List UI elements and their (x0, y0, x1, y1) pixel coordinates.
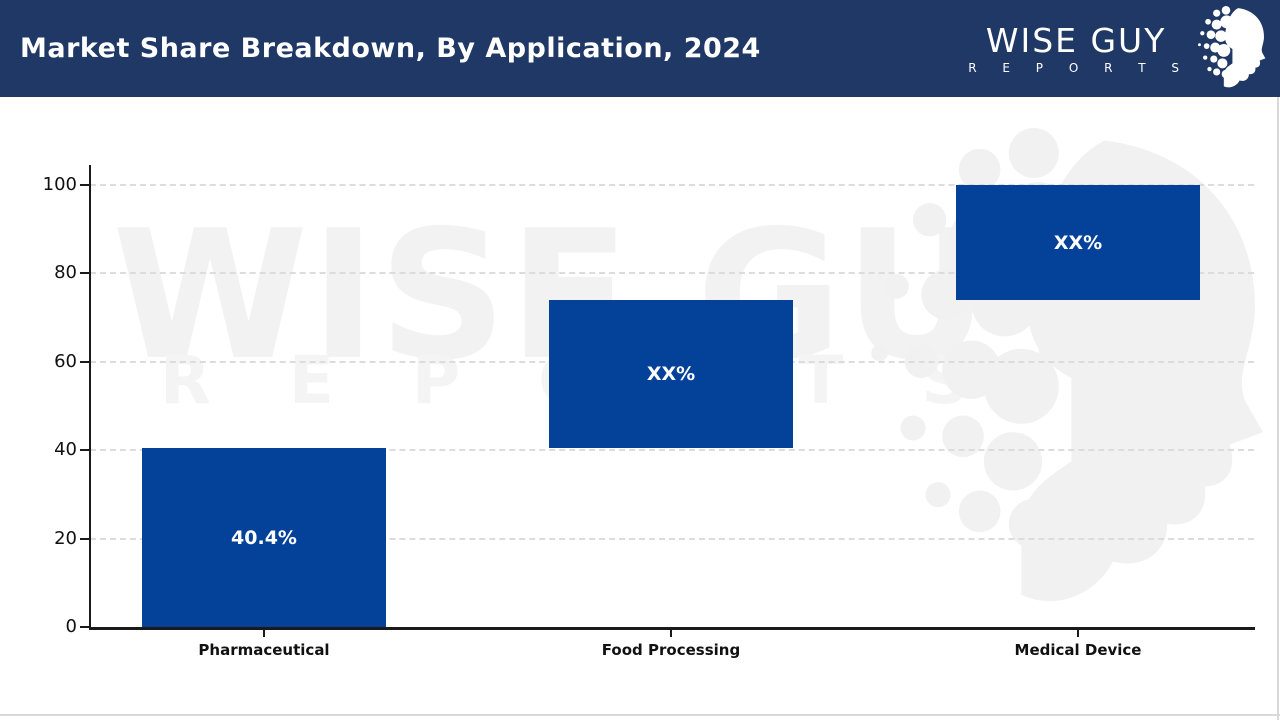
bar-food-processing: XX% (549, 300, 793, 449)
y-axis-spine (89, 165, 91, 629)
page-title: Market Share Breakdown, By Application, … (20, 33, 761, 64)
y-tick-60 (80, 360, 89, 363)
y-tick-label-60: 60 (54, 350, 77, 372)
brand-name: WISE GUY (985, 20, 1167, 60)
y-tick-100 (80, 184, 89, 186)
image-bottom-border (0, 714, 1280, 716)
x-category-label-3: Medical Device (1014, 641, 1142, 659)
gridline-20 (90, 537, 1254, 540)
y-tick-label-0: 0 (65, 616, 77, 637)
y-tick-80 (80, 272, 89, 275)
header-band: Market Share Breakdown, By Application, … (0, 0, 1280, 97)
gridline-100 (90, 184, 1254, 186)
x-category-label-2: Food Processing (601, 641, 741, 659)
gridline-80 (90, 272, 1254, 275)
gridline-40 (90, 449, 1254, 452)
x-tick-2 (670, 629, 672, 637)
dotted-head-icon (1198, 6, 1266, 88)
bar-pharmaceutical: 40.4% (142, 448, 386, 627)
x-category-label-1: Pharmaceutical (198, 641, 330, 659)
brand-logo-text: WISE GUY R E P O R T S (962, 24, 1190, 75)
y-tick-40 (80, 449, 89, 452)
y-tick-0 (80, 626, 89, 628)
bar-medical-device: XX% (956, 185, 1200, 301)
y-tick-label-20: 20 (54, 527, 77, 549)
y-tick-label-40: 40 (54, 439, 77, 461)
brand-logo: WISE GUY R E P O R T S (962, 4, 1270, 94)
image-right-border (1277, 97, 1279, 720)
x-axis-spine (89, 627, 1255, 630)
y-tick-label-80: 80 (54, 262, 77, 284)
y-tick-label-100: 100 (42, 174, 77, 195)
bar-value-label: XX% (646, 363, 696, 386)
x-tick-3 (1077, 629, 1079, 637)
y-tick-20 (80, 537, 89, 540)
bar-value-label: 40.4% (231, 526, 297, 549)
x-tick-1 (263, 629, 265, 637)
brand-tagline: R E P O R T S (968, 60, 1190, 75)
bar-value-label: XX% (1053, 231, 1103, 254)
